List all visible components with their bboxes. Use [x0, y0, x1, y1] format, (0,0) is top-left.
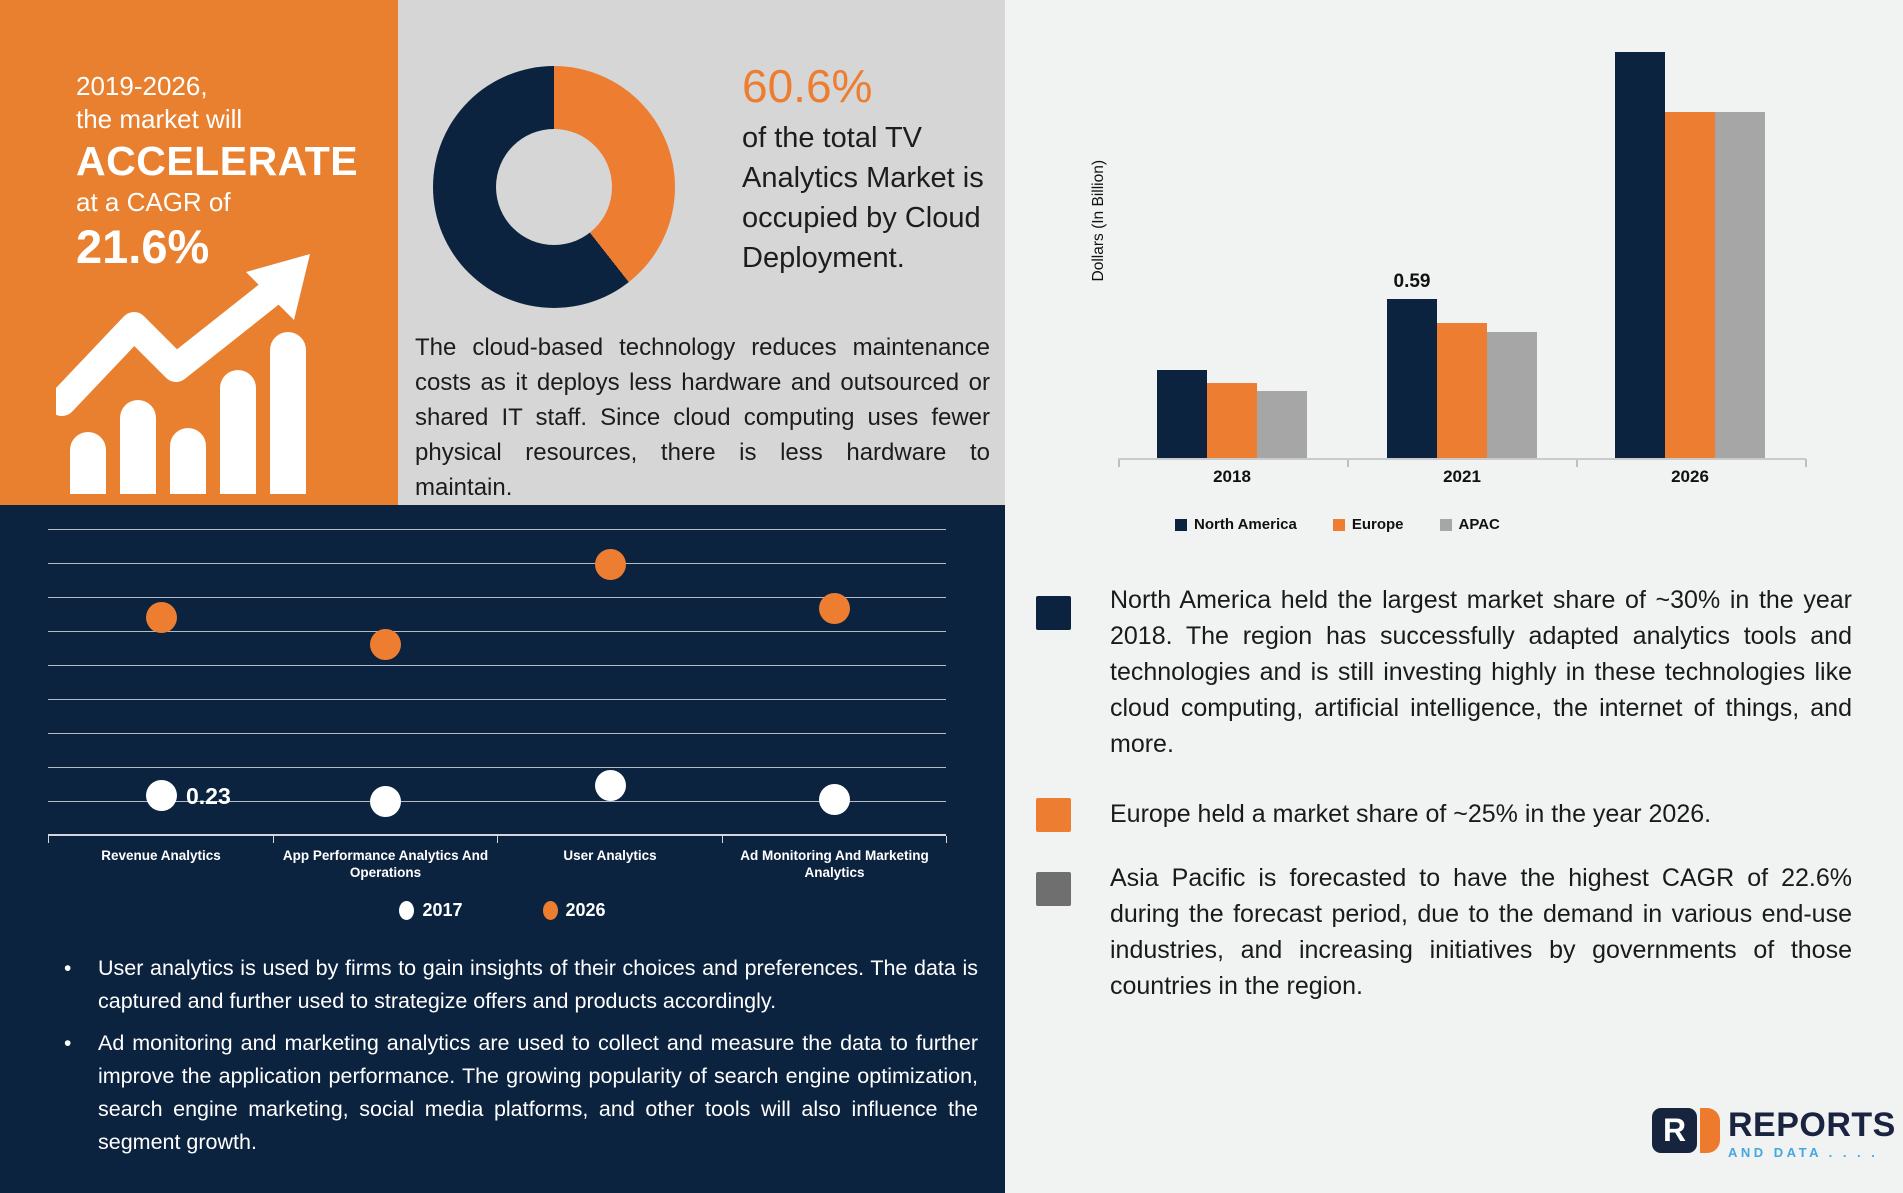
bar-chart-y-axis-label: Dollars (In Billion): [1090, 160, 1107, 282]
segment-notes-list: • User analytics is used by firms to gai…: [58, 952, 978, 1168]
dot-plot-legend: 2017 2026: [0, 900, 1005, 921]
legend-label: 2017: [422, 900, 463, 920]
cloud-stat-value: 60.6%: [742, 60, 873, 112]
region-note-text: Asia Pacific is forecasted to have the h…: [1110, 864, 1852, 1000]
accelerate-line-years: 2019-2026,: [76, 71, 208, 101]
donut-hole: [496, 129, 612, 245]
segment-note-text: Ad monitoring and marketing analytics ar…: [98, 1031, 978, 1154]
rd-monogram-icon: R: [1652, 1108, 1720, 1153]
logo-name: REPORTS: [1728, 1106, 1896, 1144]
growth-chart-arrow-icon: [56, 254, 310, 494]
reports-and-data-logo: R REPORTS AND DATA . . . .: [1652, 1108, 1896, 1160]
logo-tagline-text: AND DATA: [1728, 1145, 1822, 1160]
accelerate-text-block: 2019-2026, the market will ACCELERATE at…: [76, 70, 386, 275]
cloud-stat-caption: of the total TV Analytics Market is occu…: [742, 122, 984, 274]
legend-label: North America: [1194, 516, 1297, 533]
dot-legend-item-2026: 2026: [542, 900, 606, 921]
legend-swatch-icon: [1439, 518, 1452, 531]
legend-label: 2026: [565, 900, 606, 920]
accelerate-line-cagr: at a CAGR of: [76, 187, 231, 217]
logo-text-block: REPORTS AND DATA . . . .: [1728, 1108, 1896, 1160]
asia-pacific-marker: [1036, 872, 1071, 906]
bar-chart-legend: North America Europe APAC: [1175, 516, 1635, 533]
legend-swatch-icon: [1175, 518, 1187, 531]
donut-chart: [433, 66, 675, 308]
accelerate-line-pct: 21.6%: [76, 220, 210, 273]
accelerate-line-accelerate: ACCELERATE: [76, 138, 359, 184]
region-note-text: North America held the largest market sh…: [1110, 586, 1852, 758]
legend-item-europe: Europe: [1332, 516, 1404, 533]
list-item: • Ad monitoring and marketing analytics …: [58, 1027, 978, 1159]
legend-item-north-america: North America: [1175, 516, 1297, 533]
legend-swatch-icon: [399, 901, 415, 920]
segment-note-text: User analytics is used by firms to gain …: [98, 956, 978, 1013]
logo-tagline-dots: . . . .: [1828, 1145, 1879, 1160]
legend-swatch-icon: [542, 901, 558, 920]
logo-mark-r: R: [1652, 1108, 1697, 1153]
legend-swatch-icon: [1332, 518, 1345, 531]
logo-tagline: AND DATA . . . .: [1728, 1145, 1896, 1160]
dot-plot-x-axis: [48, 834, 946, 836]
bar-chart-x-axis: [1118, 458, 1806, 460]
dot-legend-item-2017: 2017: [399, 900, 463, 921]
legend-label: APAC: [1458, 516, 1500, 533]
region-note-text: Europe held a market share of ~25% in th…: [1110, 800, 1712, 828]
accelerate-line-market: the market will: [76, 104, 243, 134]
cloud-paragraph: The cloud-based technology reduces maint…: [415, 334, 990, 501]
accelerate-panel: 2019-2026, the market will ACCELERATE at…: [0, 0, 398, 505]
europe-marker: [1036, 798, 1071, 832]
north-america-marker: [1036, 596, 1071, 630]
list-item: • User analytics is used by firms to gai…: [58, 952, 978, 1018]
bullet-dot-icon: •: [64, 957, 72, 980]
bullet-dot-icon: •: [64, 1032, 72, 1055]
logo-mark-d: [1700, 1108, 1720, 1153]
legend-item-apac: APAC: [1439, 516, 1500, 533]
legend-label: Europe: [1351, 516, 1404, 533]
